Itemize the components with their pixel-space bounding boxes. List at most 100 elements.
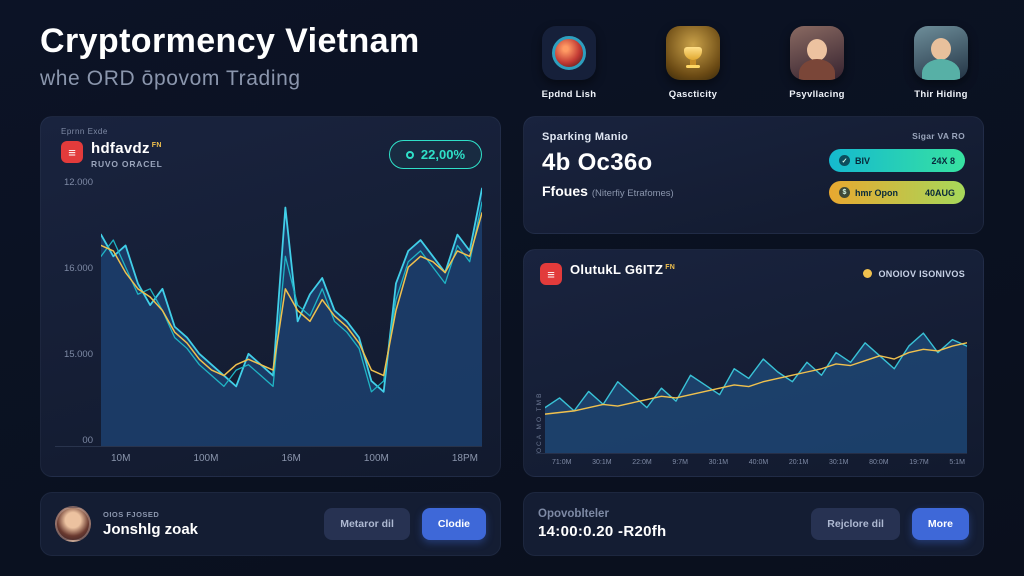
volume-right-text: ONOIOV ISONIVOS — [878, 268, 965, 279]
stats-subvalue: Ffoues (Niterfiy Etrafomes) — [542, 183, 674, 199]
stats-value: 4b Oc36o — [542, 149, 653, 176]
y-tick: 16.000 — [63, 263, 93, 274]
red-coin-icon: ≡ — [540, 263, 562, 285]
nav-item-label: Qascticity — [668, 89, 718, 100]
y-tick: 15.000 — [63, 349, 93, 360]
nav-item-thir-hiding[interactable]: Thir Hiding — [898, 26, 984, 100]
y-tick: 12.000 — [63, 177, 93, 188]
page-subtitle: whe ORD ōpovom Trading — [40, 67, 301, 90]
price-card-header: ≡ hdfavdz FN RUVO ORACEL 22,00% — [61, 140, 482, 169]
x-tick: 10M — [111, 453, 131, 464]
coin-name: OlutukL G6ITZ FN — [570, 262, 675, 277]
pill-left: $ hmr Opon — [839, 187, 898, 198]
page-title: Cryptormency Vietnam — [40, 22, 420, 60]
summary-label: Opovoblteler — [538, 508, 609, 520]
coin-dollar-icon: $ — [839, 187, 850, 198]
price-line-chart — [101, 175, 482, 446]
stats-card: Sparking Manio Sigar VA RO 4b Oc36o Ffou… — [523, 116, 984, 234]
volume-right-label: ONOIOV ISONIVOS — [863, 269, 965, 279]
nav-item-psyvllacing[interactable]: Psyvllacing — [774, 26, 860, 100]
avatar-shoulders — [922, 59, 960, 80]
x-tick: 100M — [363, 453, 389, 464]
change-badge[interactable]: 22,00% — [388, 140, 482, 169]
stats-title-right: Sigar VA RO — [912, 131, 965, 141]
coin-name-text: OlutukL G6ITZ — [570, 262, 664, 277]
volume-chart-card: ≡ OlutukL G6ITZ FN ONOIOV ISONIVOS OCA MO… — [523, 249, 984, 477]
volume-card-header: ≡ OlutukL G6ITZ FN ONOIOV ISONIVOS — [540, 262, 965, 285]
coin-name-sup: FN — [665, 263, 676, 271]
user-icon — [863, 269, 873, 278]
title-block: Cryptormency Vietnam whe ORD ōpovom Trad… — [40, 22, 420, 91]
x-tick: 30:1M — [828, 459, 849, 466]
x-tick: 9:7M — [672, 459, 688, 466]
pill-left: ✓ BIV — [839, 155, 870, 166]
change-badge-value: 22,00% — [420, 147, 465, 162]
nav-avatars: Epdnd Lish Qascticity Psyvllacing Thir H… — [526, 22, 984, 100]
coin-subtitle: RUVO ORACEL — [91, 159, 163, 169]
coin-name-sup: FN — [151, 142, 162, 149]
stats-pills: ✓ BIV 24X 8 $ hmr Opon 40AUG — [829, 149, 965, 204]
header: Cryptormency Vietnam whe ORD ōpovom Trad… — [40, 22, 984, 100]
x-tick: 22:0M — [632, 459, 652, 466]
clodie-button[interactable]: Clodie — [421, 508, 486, 540]
trophy-cup-icon — [684, 46, 702, 68]
pill-hmr-opon[interactable]: $ hmr Opon 40AUG — [829, 181, 965, 204]
nav-item-epdnd-lish[interactable]: Epdnd Lish — [526, 26, 612, 100]
volume-chart-area: OCA MO TMB — [536, 291, 967, 454]
x-tick: 20:1M — [788, 459, 809, 466]
x-tick: 100M — [193, 453, 219, 464]
coin-text: hdfavdz FN RUVO ORACEL — [91, 140, 163, 169]
volume-y-label: OCA MO TMB — [536, 391, 543, 453]
pill-label: BIV — [855, 155, 871, 166]
summary-bar: Opovoblteler 14:00:0.20 -R20fh Rejclore … — [523, 492, 984, 556]
right-column: Sparking Manio Sigar VA RO 4b Oc36o Ffou… — [523, 116, 984, 556]
card-eyebrow: Eprnn Exde — [61, 127, 108, 136]
x-tick: 40:0M — [748, 459, 769, 466]
stats-body: 4b Oc36o Ffoues (Niterfiy Etrafomes) ✓ BI… — [542, 149, 965, 221]
x-tick: 5:1M — [949, 459, 965, 466]
price-chart-card: Eprnn Exde ≡ hdfavdz FN RUVO ORACEL 22,00… — [40, 116, 501, 477]
summary-value: 14:00:0.20 -R20fh — [538, 523, 667, 540]
user-avatar — [55, 506, 91, 542]
rejclore-dil-button[interactable]: Rejclore dil — [811, 508, 900, 540]
x-tick: 18PM — [451, 453, 478, 464]
price-chart-y-axis: 12.000 16.000 15.000 00 — [55, 175, 101, 446]
more-button[interactable]: More — [911, 508, 969, 540]
user-bar: OIOS FJOSED Jonshlg zoak Metaror dil Clo… — [40, 492, 501, 556]
avatar-shoulders — [799, 59, 835, 80]
avatar-face — [807, 38, 827, 61]
x-tick: 71:0M — [552, 459, 572, 466]
woman-avatar-icon — [790, 26, 844, 80]
coin-info: ≡ hdfavdz FN RUVO ORACEL — [61, 140, 163, 169]
x-tick: 30:1M — [708, 459, 729, 466]
nav-item-label: Epdnd Lish — [541, 89, 597, 100]
nav-item-qascticity[interactable]: Qascticity — [650, 26, 736, 100]
pill-label: hmr Opon — [855, 187, 898, 198]
metaror-dil-button[interactable]: Metaror dil — [324, 508, 410, 540]
logo-avatar-icon — [542, 26, 596, 80]
avatar-face — [931, 37, 951, 60]
pill-value: 40AUG — [924, 187, 955, 198]
coin-name: hdfavdz FN — [91, 140, 163, 157]
y-tick: 00 — [82, 435, 93, 446]
circle-icon — [405, 150, 414, 159]
summary-text: Opovoblteler 14:00:0.20 -R20fh — [538, 508, 667, 540]
red-coin-icon: ≡ — [61, 141, 83, 163]
x-tick: 16M — [281, 453, 301, 464]
man-avatar-icon — [914, 26, 968, 80]
price-chart-x-axis: 10M 100M 16M 100M 18PM — [55, 447, 482, 464]
main-grid: Eprnn Exde ≡ hdfavdz FN RUVO ORACEL 22,00… — [40, 116, 984, 556]
stats-title: Sparking Manio — [542, 131, 629, 143]
stats-subvalue-note: (Niterfiy Etrafomes) — [591, 188, 674, 199]
x-tick: 19:7M — [909, 459, 929, 466]
pill-biv[interactable]: ✓ BIV 24X 8 — [829, 149, 965, 172]
coin-name-text: hdfavdz — [91, 140, 150, 157]
user-bar-text: OIOS FJOSED Jonshlg zoak — [103, 510, 198, 538]
pill-value: 24X 8 — [931, 155, 955, 166]
nav-item-label: Psyvllacing — [789, 89, 845, 100]
user-name: Jonshlg zoak — [103, 521, 199, 538]
trophy-icon — [666, 26, 720, 80]
left-column: Eprnn Exde ≡ hdfavdz FN RUVO ORACEL 22,00… — [40, 116, 501, 556]
nav-item-label: Thir Hiding — [914, 89, 968, 100]
